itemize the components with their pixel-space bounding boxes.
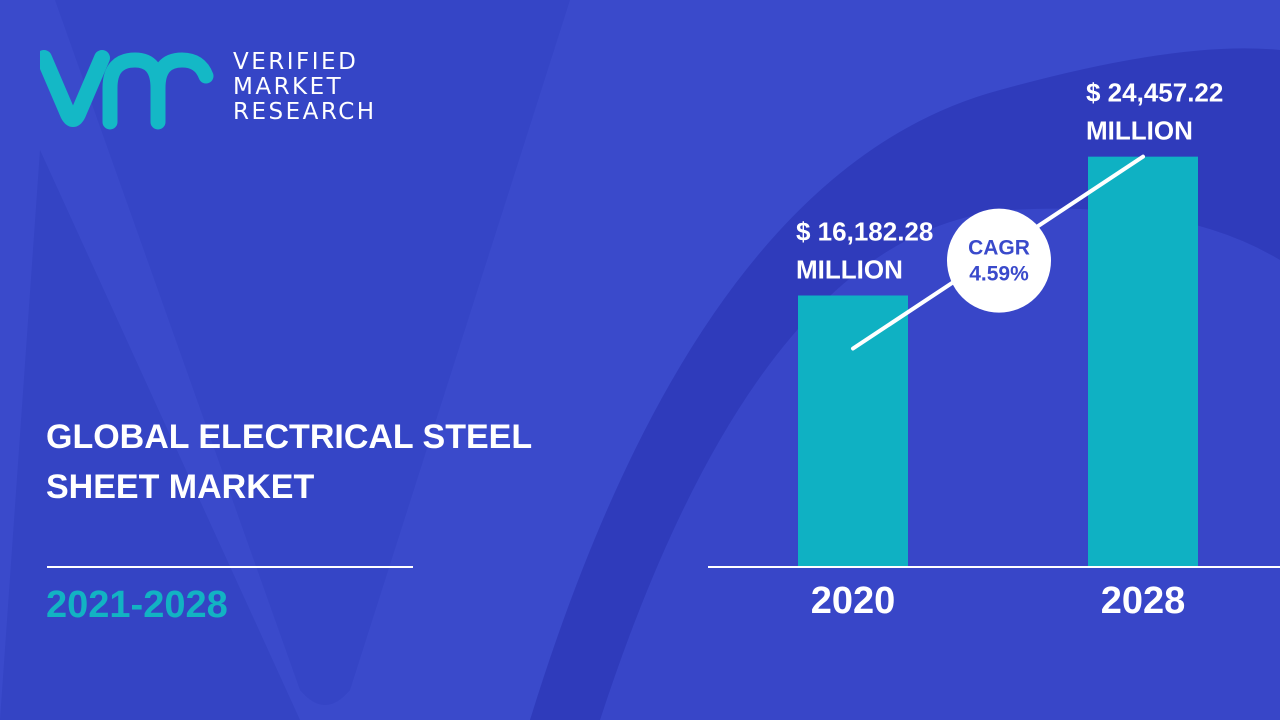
- value-label-2028-unit: MILLION: [1086, 116, 1193, 146]
- cagr-badge: [947, 208, 1051, 313]
- cagr-value: 4.59%: [969, 263, 1029, 286]
- title-divider: [47, 566, 413, 568]
- title-line-2: SHEET MARKET: [46, 468, 315, 506]
- cagr-label: CAGR: [968, 237, 1030, 260]
- vmr-logo-icon: [40, 50, 214, 130]
- value-label-2028-amount: $ 24,457.22: [1086, 78, 1223, 108]
- category-label-2020: 2020: [811, 580, 896, 622]
- logo-wordmark: VERIFIED MARKET RESEARCH: [233, 50, 377, 125]
- forecast-period: 2021-2028: [46, 584, 228, 626]
- title-line-1: GLOBAL ELECTRICAL STEEL: [46, 418, 533, 456]
- bar-2020: [798, 295, 908, 567]
- value-label-2020-amount: $ 16,182.28: [796, 216, 933, 246]
- category-label-2028: 2028: [1101, 580, 1186, 622]
- value-label-2020-unit: MILLION: [796, 254, 903, 284]
- logo-line-1: VERIFIED: [233, 49, 359, 75]
- bar-2028: [1088, 156, 1198, 567]
- logo-line-2: MARKET: [233, 74, 344, 100]
- report-title: GLOBAL ELECTRICAL STEEL SHEET MARKET: [46, 412, 606, 512]
- background-v-shape: [0, 0, 570, 705]
- logo-line-3: RESEARCH: [233, 99, 377, 125]
- background-left-shape: [0, 150, 300, 720]
